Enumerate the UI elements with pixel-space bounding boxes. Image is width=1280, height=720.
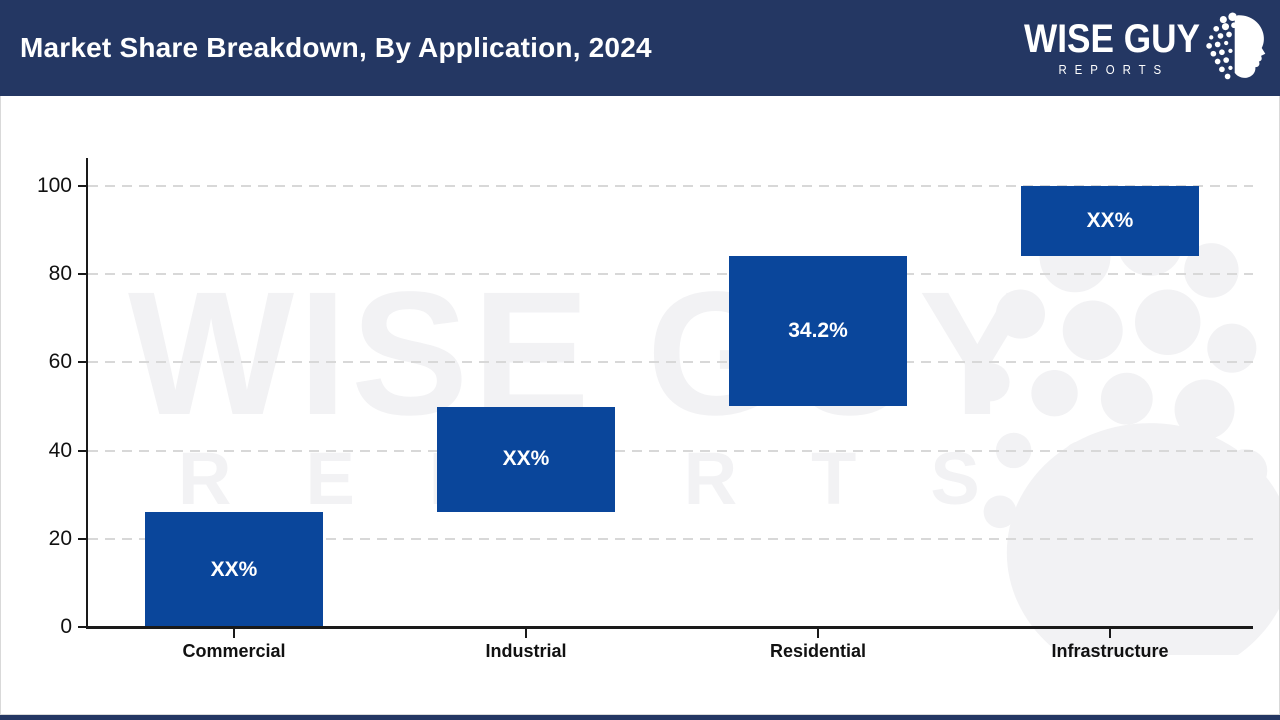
header: Market Share Breakdown, By Application, … [0, 0, 1280, 96]
gridline-40 [88, 449, 1253, 452]
y-tick-mark-40 [78, 449, 88, 452]
y-tick-mark-20 [78, 537, 88, 540]
x-tick-mark-2 [817, 629, 819, 638]
bar-commercial: XX% [145, 512, 323, 627]
x-axis-label-residential: Residential [769, 641, 867, 661]
y-tick-mark-80 [78, 273, 88, 276]
bar-infrastructure: XX% [1021, 186, 1199, 256]
bar-value-label: XX% [1086, 208, 1134, 232]
y-tick-mark-100 [78, 185, 88, 187]
logo-reports-text: REPORTS [1058, 62, 1170, 77]
y-tick-mark-0 [78, 626, 88, 628]
x-tick-mark-0 [233, 629, 235, 638]
y-tick-label-100: 100 [36, 174, 72, 197]
y-tick-label-80: 80 [48, 262, 72, 286]
logo-text: WISE GUY REPORTS [1024, 19, 1200, 77]
y-tick-label-20: 20 [48, 526, 72, 550]
x-tick-mark-3 [1109, 629, 1111, 638]
bar-residential: 34.2% [729, 255, 907, 407]
x-axis-label-infrastructure: Infrastructure [1051, 641, 1169, 661]
logo-face-icon [1206, 12, 1266, 80]
brand-logo: WISE GUY REPORTS [1000, 8, 1266, 88]
x-axis-line [86, 626, 1253, 629]
y-tick-label-60: 60 [48, 350, 72, 374]
gridline-80 [88, 273, 1253, 276]
page-title: Market Share Breakdown, By Application, … [20, 32, 652, 63]
y-axis-line [86, 158, 88, 629]
gridline-60 [88, 361, 1253, 364]
bar-value-label: XX% [502, 447, 550, 471]
bar-value-label: 34.2% [788, 319, 848, 343]
logo-wordmark: WISE GUY [1023, 17, 1200, 61]
x-axis-label-commercial: Commercial [182, 641, 286, 661]
y-tick-label-0: 0 [60, 615, 72, 638]
bar-value-label: XX% [210, 557, 258, 581]
gridline-20 [88, 537, 1253, 540]
footer-bar [0, 715, 1280, 720]
x-tick-mark-1 [525, 629, 527, 638]
bar-industrial: XX% [437, 406, 615, 513]
gridline-100 [88, 185, 1253, 187]
x-axis-label-industrial: Industrial [485, 641, 567, 661]
footer-divider [0, 714, 1280, 715]
left-border [0, 96, 1, 715]
y-tick-label-40: 40 [48, 438, 72, 462]
y-tick-mark-60 [78, 361, 88, 364]
